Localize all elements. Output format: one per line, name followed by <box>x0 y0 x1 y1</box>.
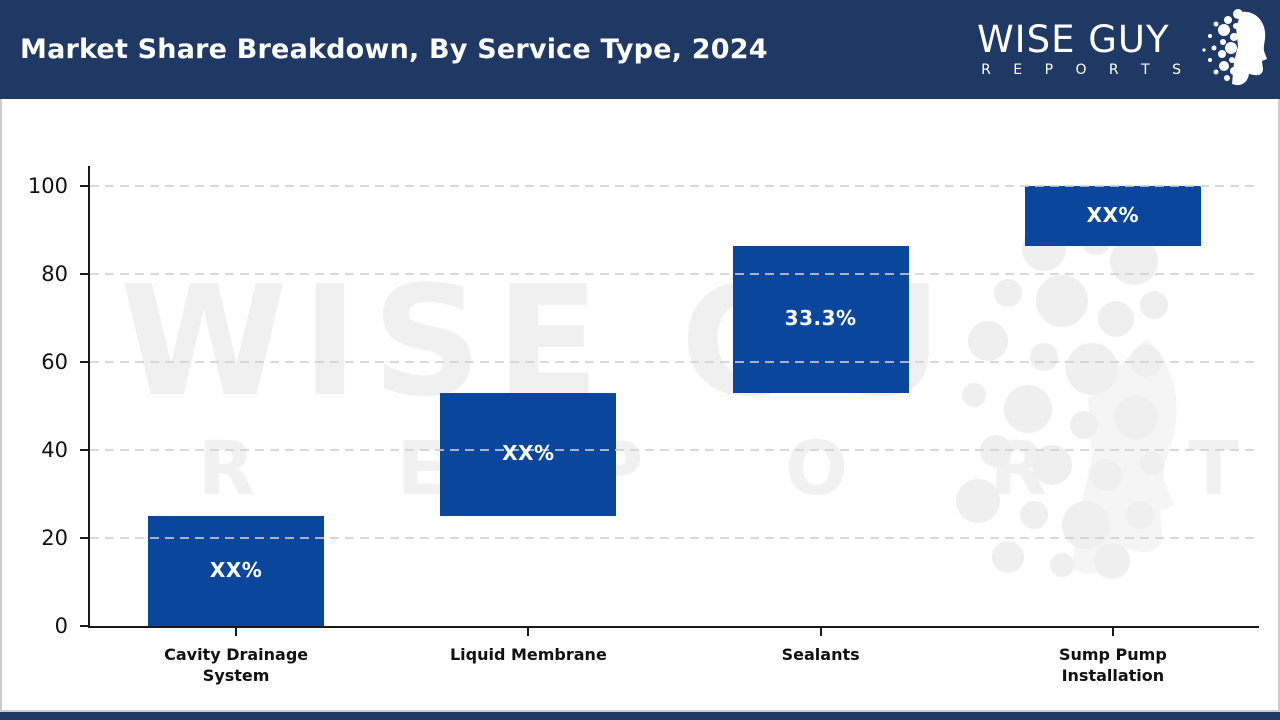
brand-logo: WISE GUY R E P O R T S <box>977 6 1268 92</box>
x-axis-label-line: Liquid Membrane <box>449 645 607 664</box>
x-axis-label: Liquid Membrane <box>408 644 648 665</box>
x-axis-label: Cavity Drainage System <box>116 644 356 686</box>
x-axis-label-line: Sealants <box>781 645 860 664</box>
logo-head-icon <box>1202 9 1267 86</box>
gridline <box>90 536 1259 539</box>
bar-segment <box>1024 185 1201 247</box>
x-tick-mark <box>235 628 238 636</box>
x-tick-mark <box>527 628 530 636</box>
y-tick-label: 0 <box>54 614 68 638</box>
y-tick-mark <box>80 448 88 451</box>
bar-segment <box>440 392 617 516</box>
x-tick-mark <box>819 628 822 636</box>
brand-logo-text: WISE GUY R E P O R T S <box>977 18 1190 79</box>
y-axis-labels: 0 20 40 60 80 100 <box>2 166 78 638</box>
page-title: Market Share Breakdown, By Service Type,… <box>20 34 768 65</box>
bar-segment <box>732 246 909 393</box>
bar-value-label: XX% <box>209 557 263 582</box>
header: Market Share Breakdown, By Service Type,… <box>0 0 1280 99</box>
y-tick-mark <box>80 625 88 627</box>
gridline <box>90 360 1259 363</box>
y-tick-mark <box>80 272 88 275</box>
gridline <box>90 184 1259 187</box>
x-axis-label-line: Installation <box>1061 666 1165 685</box>
bar-value-label: XX% <box>502 441 555 466</box>
gridline <box>90 272 1259 275</box>
y-tick-label: 40 <box>41 437 68 462</box>
y-tick-label: 20 <box>41 525 68 550</box>
y-tick-mark <box>80 360 88 363</box>
x-axis-label-line: Sump Pump <box>1058 645 1167 664</box>
x-axis-spine <box>88 626 1259 628</box>
bar-value-label: XX% <box>1086 202 1140 227</box>
x-axis-label-line: Cavity Drainage <box>164 645 309 664</box>
x-axis-label: Sealants <box>701 644 941 665</box>
logo-subtext: R E P O R T S <box>981 62 1190 78</box>
gridline <box>90 448 1259 451</box>
x-tick-mark <box>1111 628 1114 636</box>
x-axis-label-line: System <box>202 666 270 685</box>
footer-bar <box>0 712 1280 720</box>
y-tick-label: 100 <box>27 173 68 198</box>
y-tick-label: 80 <box>41 261 68 286</box>
y-tick-label: 60 <box>41 349 68 374</box>
bar-value-label: 33.3% <box>784 306 857 331</box>
y-tick-mark <box>80 536 88 539</box>
y-axis-spine <box>88 166 90 628</box>
logo-wordmark: WISE GUY <box>977 18 1170 61</box>
bar-segment <box>148 515 325 626</box>
x-axis-label: Sump Pump Installation <box>993 644 1233 686</box>
plot-area: XX% Cavity Drainage System XX% Liquid Membra… <box>80 166 1259 685</box>
y-tick-mark <box>80 184 88 187</box>
